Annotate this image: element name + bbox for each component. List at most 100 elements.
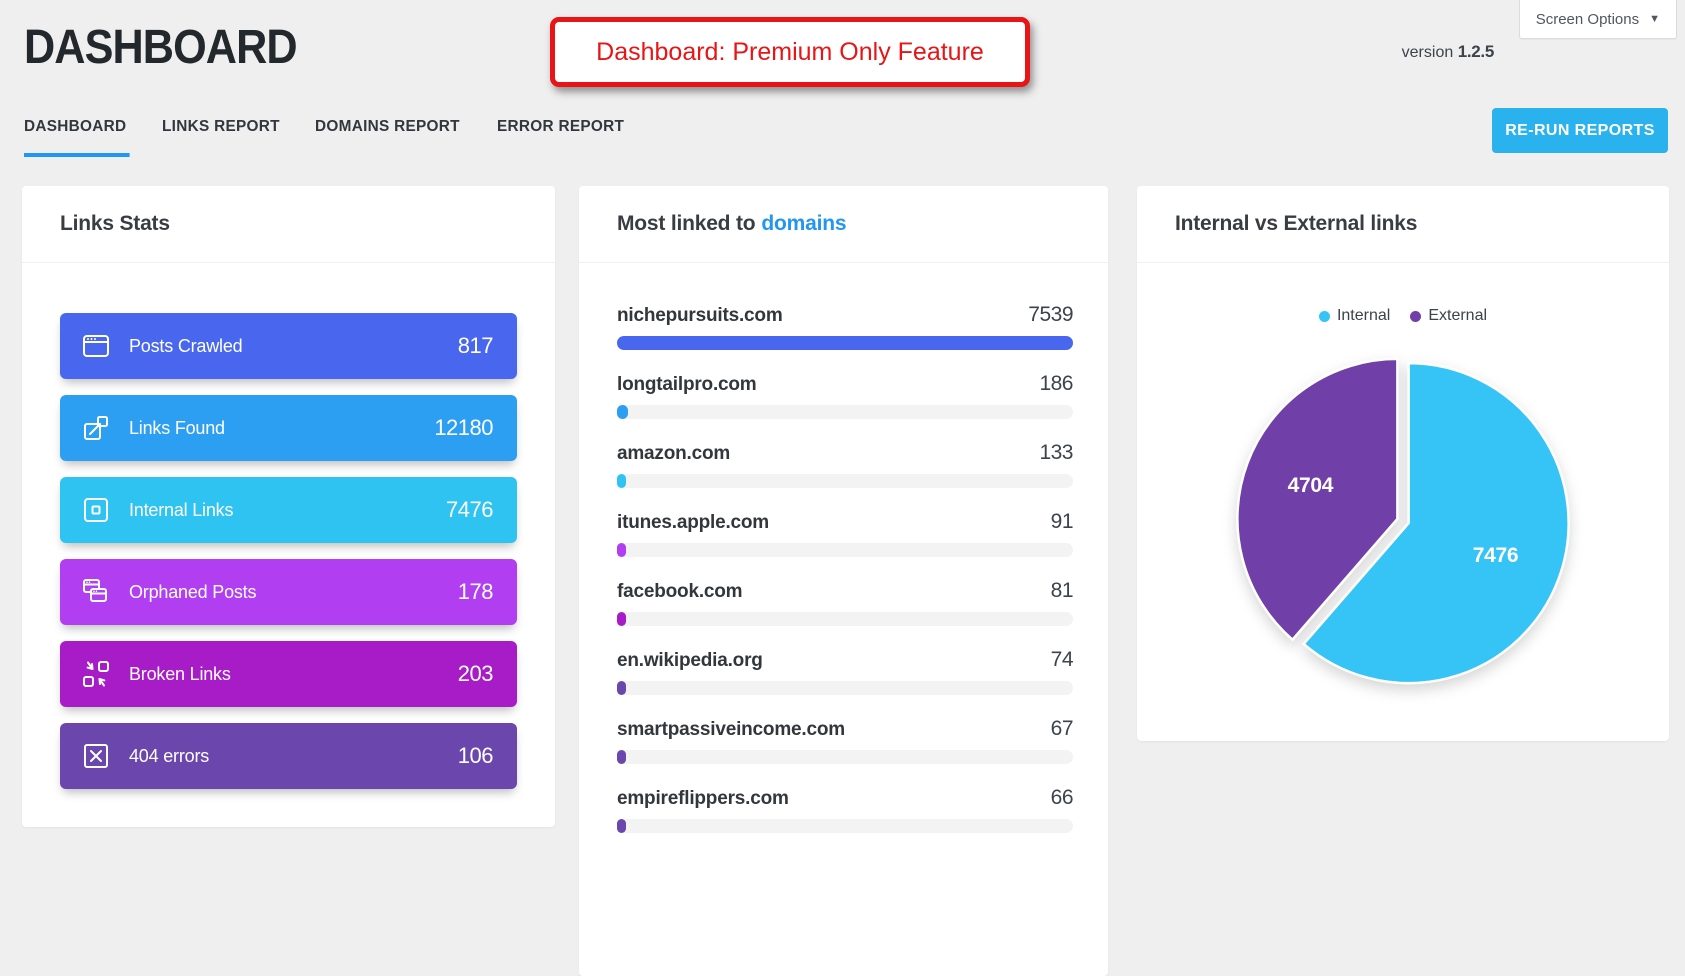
pie-legend: Internal External xyxy=(1137,307,1669,325)
domain-name: longtailpro.com xyxy=(617,374,757,395)
bar-track xyxy=(617,405,1073,419)
external-slice-value: 4704 xyxy=(1287,474,1334,498)
bar-track xyxy=(617,336,1073,350)
bar-fill xyxy=(617,543,626,557)
pie-svg xyxy=(1236,357,1570,685)
bar-track xyxy=(617,750,1073,764)
stat-value: 7476 xyxy=(446,497,493,522)
domain-value: 67 xyxy=(1050,717,1074,740)
tab-dashboard[interactable]: DASHBOARD xyxy=(24,118,130,157)
most-linked-title-prefix: Most linked to xyxy=(617,212,756,235)
report-tabs: DASHBOARD LINKS REPORT DOMAINS REPORT ER… xyxy=(24,118,633,157)
domain-row: itunes.apple.com 91 xyxy=(617,510,1074,557)
domain-row: smartpassiveincome.com 67 xyxy=(617,717,1074,764)
stat-label: 404 errors xyxy=(129,745,210,766)
screen-options-button[interactable]: Screen Options ▼ xyxy=(1518,0,1677,39)
stat-row-posts-crawled[interactable]: Posts Crawled 817 xyxy=(60,313,517,379)
domain-name: facebook.com xyxy=(617,581,743,602)
domain-name: en.wikipedia.org xyxy=(617,650,763,671)
domain-row: longtailpro.com 186 xyxy=(617,372,1073,419)
stat-row-orphaned-posts[interactable]: Orphaned Posts 178 xyxy=(60,559,517,625)
internal-legend-dot xyxy=(1318,310,1330,322)
broken-link-icon xyxy=(80,658,112,690)
stat-label: Orphaned Posts xyxy=(129,581,257,602)
bar-track xyxy=(617,819,1073,833)
bar-fill xyxy=(617,405,629,419)
stacked-windows-icon xyxy=(80,576,112,608)
stat-value: 203 xyxy=(457,661,494,686)
bar-fill xyxy=(617,750,626,764)
browser-window-icon xyxy=(80,330,112,362)
version-number: 1.2.5 xyxy=(1457,42,1495,61)
pie-chart: 7476 4704 xyxy=(1233,351,1573,691)
domain-row: en.wikipedia.org 74 xyxy=(617,648,1074,695)
premium-callout: Dashboard: Premium Only Feature xyxy=(550,17,1030,87)
domains-list: nichepursuits.com 7539 longtailpro.com 1… xyxy=(579,263,1108,833)
internal-pie-slice[interactable] xyxy=(1301,361,1570,685)
tab-domains-report[interactable]: DOMAINS REPORT xyxy=(315,118,461,135)
bar-fill xyxy=(617,474,626,488)
links-stats-card: Links Stats Posts Crawled 817 Links Foun… xyxy=(22,186,555,827)
domain-name: amazon.com xyxy=(617,443,731,464)
nested-squares-icon xyxy=(80,494,112,526)
domain-name: smartpassiveincome.com xyxy=(617,719,845,740)
external-legend-label: External xyxy=(1428,307,1488,324)
page-title: DASHBOARD xyxy=(24,21,298,74)
stat-row-links-found[interactable]: Links Found 12180 xyxy=(60,395,517,461)
stat-value: 12180 xyxy=(434,415,493,440)
stat-row-broken-links[interactable]: Broken Links 203 xyxy=(60,641,517,707)
domains-link[interactable]: domains xyxy=(761,212,847,235)
external-link-icon xyxy=(80,412,112,444)
domain-name: itunes.apple.com xyxy=(617,512,770,533)
x-square-icon xyxy=(80,740,112,772)
bar-fill xyxy=(617,612,626,626)
internal-external-title: Internal vs External links xyxy=(1137,186,1669,263)
links-stats-title: Links Stats xyxy=(22,186,555,263)
stat-value: 178 xyxy=(457,579,494,604)
domain-name: nichepursuits.com xyxy=(617,305,783,326)
domain-name: empireflippers.com xyxy=(617,788,789,809)
internal-external-card: Internal vs External links Internal Exte… xyxy=(1137,186,1669,741)
bar-track xyxy=(617,612,1073,626)
external-pie-slice[interactable] xyxy=(1236,357,1399,642)
domain-row: empireflippers.com 66 xyxy=(617,786,1074,833)
stat-value: 106 xyxy=(457,743,494,768)
bar-fill xyxy=(617,819,626,833)
domain-value: 66 xyxy=(1050,786,1074,809)
stat-row-internal-links[interactable]: Internal Links 7476 xyxy=(60,477,517,543)
stat-label: Posts Crawled xyxy=(129,335,243,356)
stat-label: Broken Links xyxy=(129,663,231,684)
premium-callout-text: Dashboard: Premium Only Feature xyxy=(596,37,984,66)
re-run-reports-button[interactable]: RE-RUN REPORTS xyxy=(1492,108,1668,153)
bar-fill xyxy=(617,681,626,695)
domain-value: 91 xyxy=(1050,510,1074,533)
screen-options-label: Screen Options xyxy=(1535,10,1640,28)
version-label: version xyxy=(1401,44,1454,61)
domain-value: 7539 xyxy=(1028,303,1073,326)
tab-links-report[interactable]: LINKS REPORT xyxy=(161,118,280,135)
stat-row-404-errors[interactable]: 404 errors 106 xyxy=(60,723,517,789)
links-stats-list: Posts Crawled 817 Links Found 12180 Inte… xyxy=(22,263,555,789)
tab-error-report[interactable]: ERROR REPORT xyxy=(497,118,625,135)
most-linked-domains-card: Most linked to domains nichepursuits.com… xyxy=(579,186,1108,976)
domain-value: 81 xyxy=(1050,579,1074,602)
bar-fill xyxy=(617,336,1073,350)
internal-legend-label: Internal xyxy=(1336,307,1391,324)
stat-label: Internal Links xyxy=(129,499,234,520)
domain-value: 74 xyxy=(1050,648,1074,671)
domain-value: 186 xyxy=(1039,372,1073,395)
external-legend-dot xyxy=(1410,310,1422,322)
domain-row: facebook.com 81 xyxy=(617,579,1074,626)
stat-value: 817 xyxy=(457,333,494,358)
domain-value: 133 xyxy=(1039,441,1073,464)
bar-track xyxy=(617,474,1073,488)
legend-item-internal[interactable]: Internal xyxy=(1318,307,1391,325)
domain-row: nichepursuits.com 7539 xyxy=(617,303,1073,350)
most-linked-title: Most linked to domains xyxy=(579,186,1108,263)
bar-track xyxy=(617,543,1073,557)
internal-slice-value: 7476 xyxy=(1472,543,1519,567)
legend-item-external[interactable]: External xyxy=(1410,307,1487,325)
bar-track xyxy=(617,681,1073,695)
stat-label: Links Found xyxy=(129,417,225,438)
version-text: version 1.2.5 xyxy=(1401,42,1495,62)
